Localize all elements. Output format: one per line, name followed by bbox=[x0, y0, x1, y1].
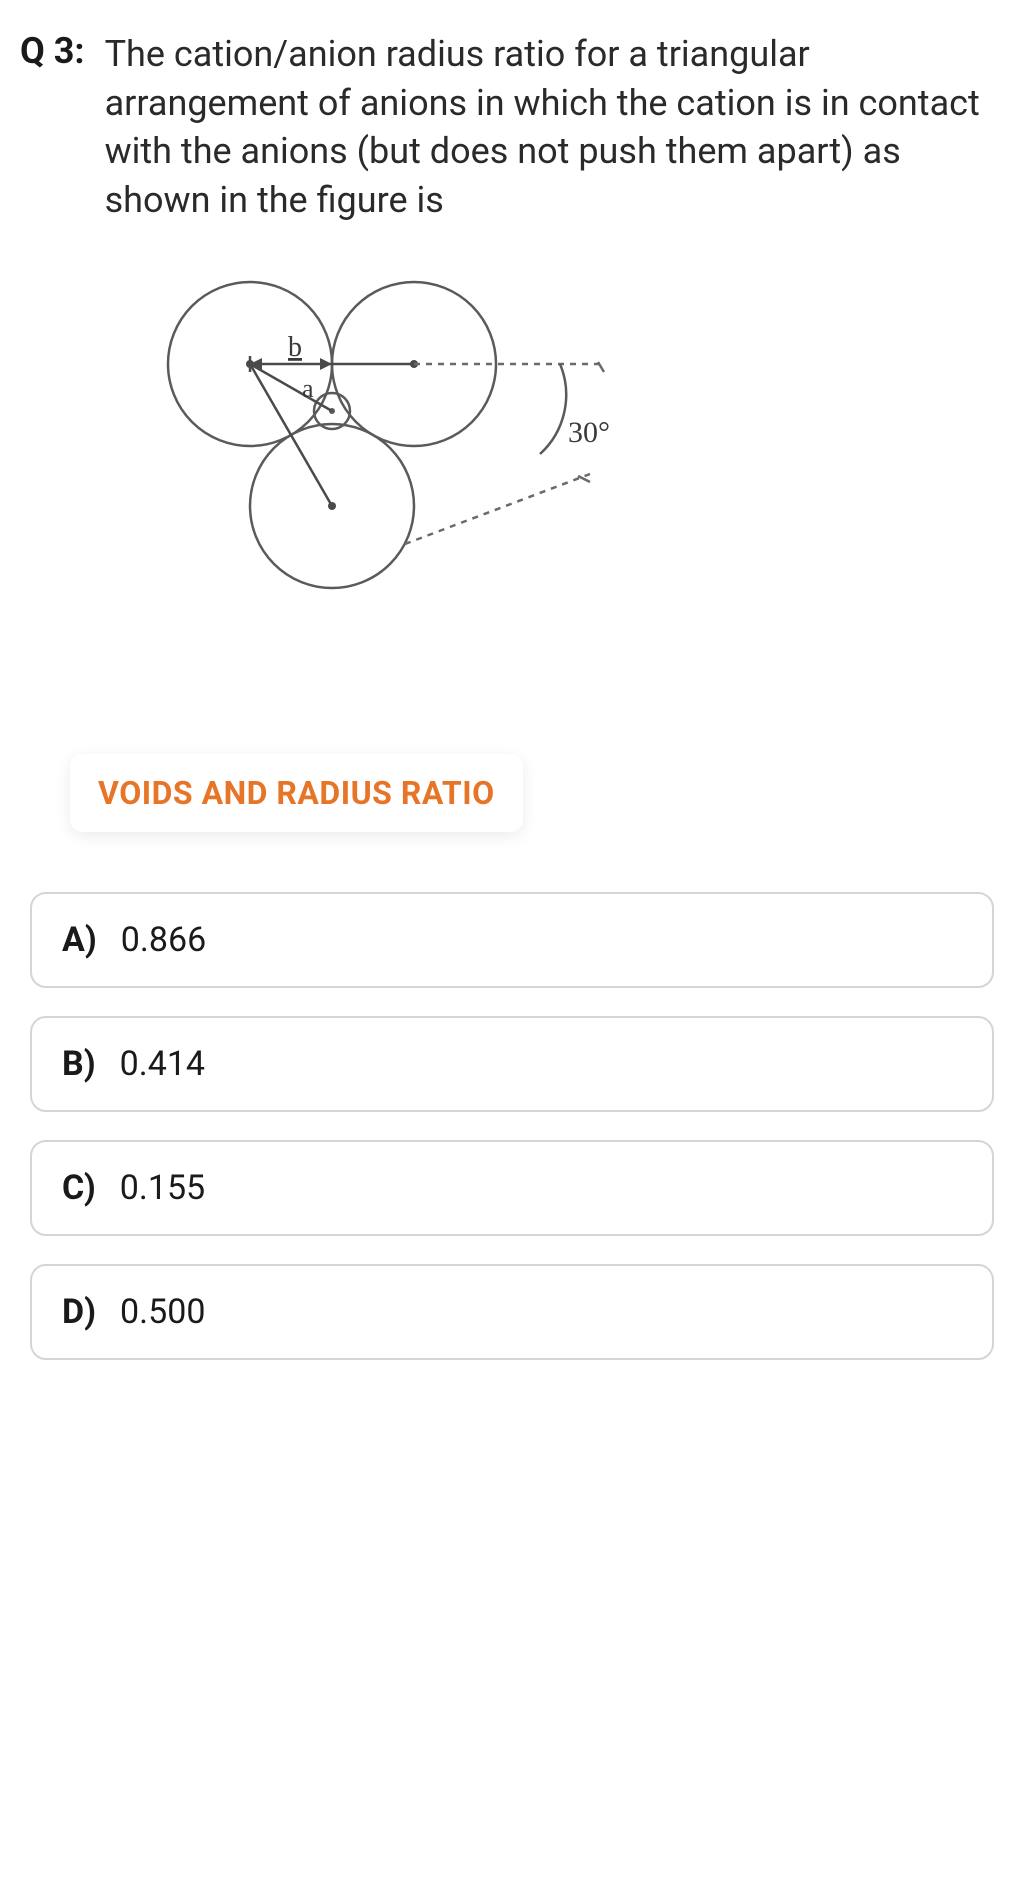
option-value: 0.500 bbox=[120, 1292, 205, 1332]
option-letter: A) bbox=[62, 920, 97, 960]
option-letter: D) bbox=[62, 1292, 96, 1332]
label-a: a bbox=[302, 374, 314, 403]
option-value: 0.155 bbox=[120, 1168, 205, 1208]
options-container: A) 0.866 B) 0.414 C) 0.155 D) 0.500 bbox=[20, 892, 1004, 1360]
figure-container: b a 30° bbox=[20, 254, 1004, 644]
option-d[interactable]: D) 0.500 bbox=[30, 1264, 994, 1360]
option-b[interactable]: B) 0.414 bbox=[30, 1016, 994, 1112]
label-b: b bbox=[288, 332, 302, 363]
option-letter: C) bbox=[62, 1168, 96, 1208]
question-container: Q 3: The cation/anion radius ratio for a… bbox=[20, 30, 1004, 224]
topic-tag: VOIDS AND RADIUS RATIO bbox=[70, 754, 523, 832]
question-text: The cation/anion radius ratio for a tria… bbox=[105, 30, 1004, 224]
option-a[interactable]: A) 0.866 bbox=[30, 892, 994, 988]
option-letter: B) bbox=[62, 1044, 96, 1084]
option-value: 0.414 bbox=[120, 1044, 205, 1084]
question-number: Q 3: bbox=[20, 30, 85, 72]
label-angle: 30° bbox=[568, 416, 610, 449]
option-value: 0.866 bbox=[121, 920, 206, 960]
triangular-arrangement-diagram: b a 30° bbox=[130, 254, 690, 644]
option-c[interactable]: C) 0.155 bbox=[30, 1140, 994, 1236]
